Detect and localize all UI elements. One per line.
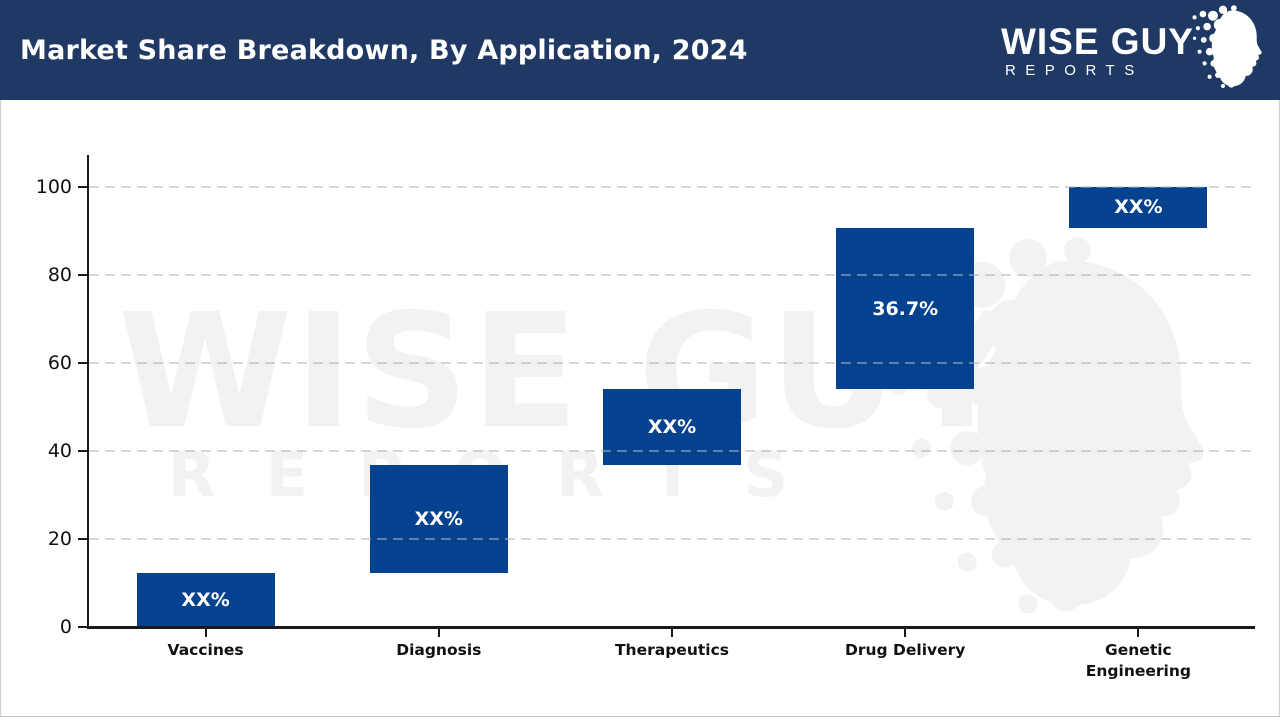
brand-name: WISE GUY xyxy=(1000,20,1194,62)
x-category-label: Drug Delivery xyxy=(844,641,966,659)
watermark-face-icon xyxy=(889,237,1204,614)
x-category-label: Therapeutics xyxy=(614,641,729,659)
bar-value-label: XX% xyxy=(647,416,697,438)
x-tick-mark xyxy=(204,629,207,637)
dotted-face-logo-icon xyxy=(1192,5,1262,89)
x-category-label: Vaccines xyxy=(167,641,244,659)
bar-value-label: XX% xyxy=(181,588,230,611)
page-title: Market Share Breakdown, By Application, … xyxy=(20,34,748,66)
brand-logo: WISE GUY REPORTS xyxy=(1001,0,1266,100)
header-bar: Market Share Breakdown, By Application, … xyxy=(0,0,1280,100)
y-axis-spine xyxy=(87,155,89,629)
bar-genetic-engineering: XX% xyxy=(1069,187,1208,228)
gridline-60 xyxy=(89,362,1255,364)
brand-wordmark: WISE GUY REPORTS xyxy=(1001,23,1194,78)
brand-subtitle: REPORTS xyxy=(1004,61,1144,79)
waterfall-chart: 0 20 40 60 80 100 XX% Vaccines XX% Diagnosis XX% Th… xyxy=(0,100,1280,717)
x-axis-spine xyxy=(87,626,1255,629)
x-category-label: Diagnosis xyxy=(396,641,482,659)
gridline-80 xyxy=(89,274,1255,276)
bar-drug-delivery: 36.7% xyxy=(836,227,975,390)
bar-diagnosis: XX% xyxy=(369,464,508,573)
gridline-40 xyxy=(89,450,1255,452)
y-tick-label: 20 xyxy=(47,528,72,550)
bar-value-label: XX% xyxy=(414,507,463,530)
x-tick-mark xyxy=(671,629,673,637)
x-category-label: Genetic Engineering xyxy=(1085,641,1191,680)
y-tick-mark xyxy=(78,626,87,628)
y-tick-label: 80 xyxy=(47,264,72,286)
bar-value-label: 36.7% xyxy=(872,297,939,320)
bar-vaccines: XX% xyxy=(136,572,275,627)
x-tick-mark xyxy=(904,629,907,637)
y-tick-mark xyxy=(78,362,87,364)
gridline-100 xyxy=(89,186,1255,188)
bar-value-label: XX% xyxy=(1114,196,1163,219)
bar-therapeutics: XX% xyxy=(603,389,741,465)
y-tick-mark xyxy=(78,274,87,276)
y-tick-label: 0 xyxy=(59,616,72,638)
gridline-20 xyxy=(89,538,1255,540)
y-tick-mark xyxy=(78,450,87,452)
x-tick-mark xyxy=(437,629,440,637)
y-tick-mark xyxy=(78,186,87,188)
y-tick-label: 60 xyxy=(47,352,72,374)
y-tick-mark xyxy=(78,538,87,540)
x-tick-mark xyxy=(1137,629,1140,637)
y-tick-label: 40 xyxy=(47,440,72,462)
y-tick-label: 100 xyxy=(35,176,72,198)
